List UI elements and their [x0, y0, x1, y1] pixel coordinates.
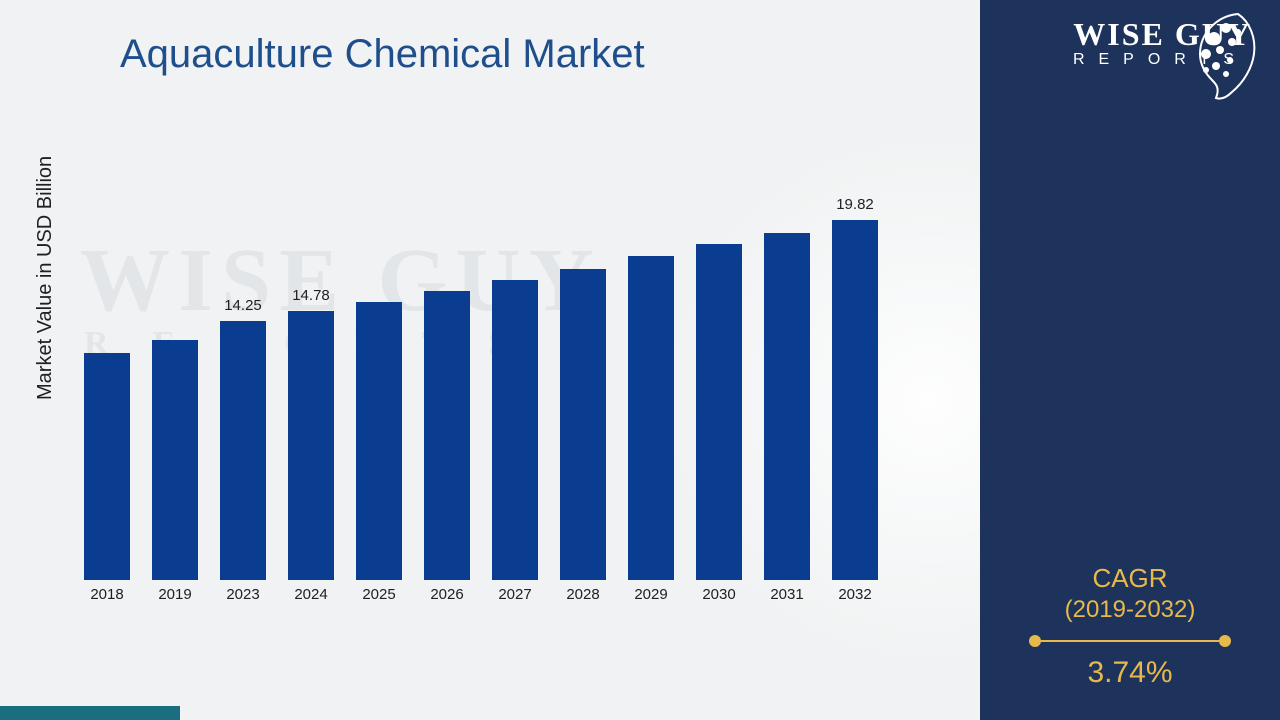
bar	[492, 280, 538, 580]
brand-logo: WISE GUY REPORTS	[1012, 16, 1252, 96]
bar-column	[84, 329, 130, 580]
x-tick-label: 2023	[220, 586, 266, 603]
bar-column: 14.25	[220, 297, 266, 580]
bar	[628, 256, 674, 580]
bar	[696, 244, 742, 580]
bar	[220, 321, 266, 580]
bar	[560, 269, 606, 580]
bar-column	[152, 316, 198, 580]
bar-column: 14.78	[288, 287, 334, 580]
x-tick-label: 2029	[628, 586, 674, 603]
bar	[288, 311, 334, 580]
bar-column	[764, 209, 810, 580]
bar-column	[492, 256, 538, 580]
bar	[832, 220, 878, 580]
cagr-divider	[1035, 640, 1225, 642]
bar-column	[424, 267, 470, 580]
x-tick-label: 2018	[84, 586, 130, 603]
cagr-title: CAGR	[1018, 563, 1242, 594]
bar-column	[560, 245, 606, 580]
x-tick-label: 2030	[696, 586, 742, 603]
bar-column	[356, 278, 402, 580]
bottom-accent-bar	[0, 706, 180, 720]
bar-chart: 14.25 14.78 19.82	[78, 180, 898, 580]
x-tick-label: 2028	[560, 586, 606, 603]
bar-value-label: 14.25	[224, 297, 262, 315]
cagr-range: (2019-2032)	[1018, 596, 1242, 624]
x-tick-label: 2031	[764, 586, 810, 603]
chart-title: Aquaculture Chemical Market	[120, 32, 645, 77]
bar-value-label: 14.78	[292, 287, 330, 305]
x-tick-label: 2019	[152, 586, 198, 603]
x-tick-label: 2027	[492, 586, 538, 603]
x-tick-label: 2025	[356, 586, 402, 603]
cagr-value: 3.74%	[1018, 656, 1242, 690]
bar	[152, 340, 198, 580]
x-tick-label: 2024	[288, 586, 334, 603]
bar-value-label: 19.82	[836, 196, 874, 214]
bar	[356, 302, 402, 580]
x-tick-label: 2032	[832, 586, 878, 603]
bar-column	[696, 220, 742, 580]
bar-column: 19.82	[832, 196, 878, 580]
x-axis-labels: 2018 2019 2023 2024 2025 2026 2027 2028 2029 2030…	[78, 586, 898, 603]
head-icon	[1186, 10, 1258, 102]
bar	[764, 233, 810, 580]
bar	[424, 291, 470, 580]
x-tick-label: 2026	[424, 586, 470, 603]
cagr-box: CAGR (2019-2032) 3.74%	[1018, 563, 1242, 690]
y-axis-label: Market Value in USD Billion	[34, 156, 57, 400]
bar	[84, 353, 130, 580]
bar-column	[628, 232, 674, 580]
